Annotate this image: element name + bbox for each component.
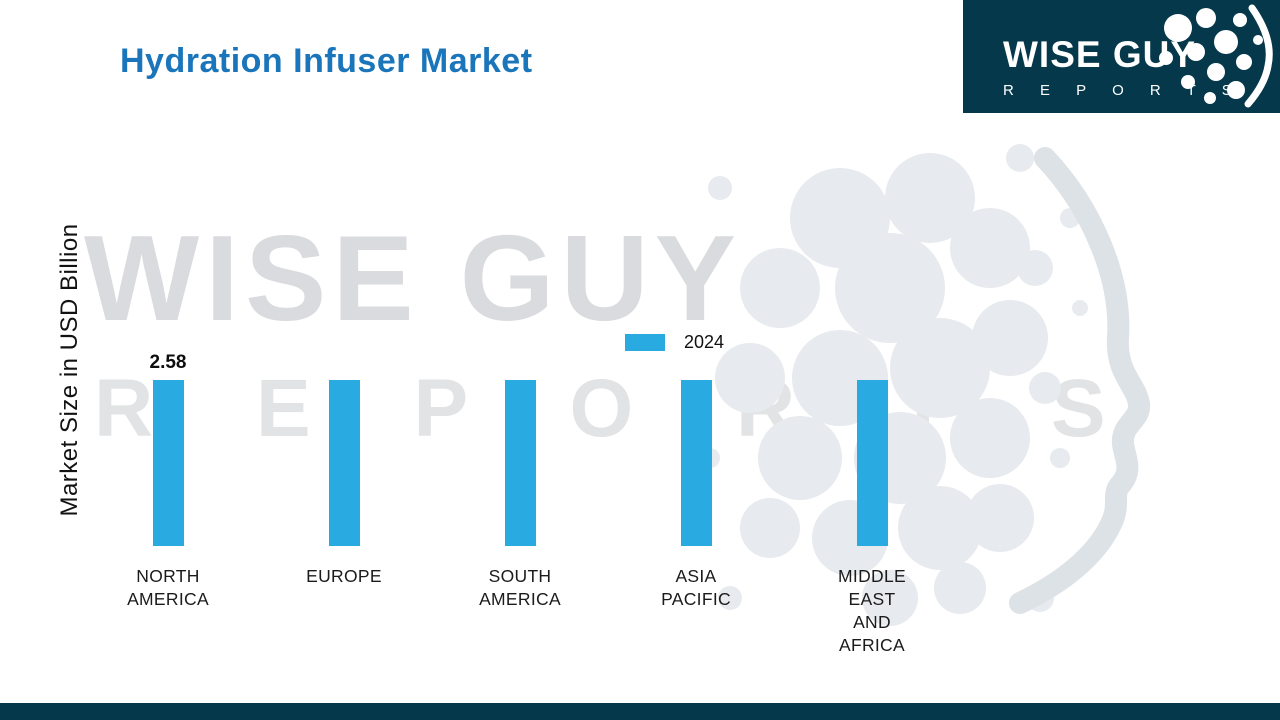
category-label: MIDDLE EAST AND AFRICA [838,566,906,655]
bar [680,380,712,546]
page-title: Hydration Infuser Market [120,42,533,80]
footer-bar [0,703,1280,720]
bar-column: ASIA PACIFIC [608,352,784,657]
logo-head-icon [1159,4,1273,108]
bar-value-label: 2.58 [149,352,187,373]
legend-swatch [625,334,665,351]
bar-area [152,378,184,546]
bar-column: MIDDLE EAST AND AFRICA [784,352,960,657]
category-label: SOUTH AMERICA [479,566,561,609]
bar-chart: 2.58 NORTH AMERICA EUROPE SOUTH AMERICA ASIA… [80,352,960,657]
bar-area [856,378,888,546]
bar [504,380,536,546]
legend: 2024 [625,332,724,353]
logo-panel: WISE GUY R E P O R T S [963,0,1280,113]
watermark-line1: WISE GUY [84,210,743,346]
category-label: NORTH AMERICA [127,566,209,609]
logo-subtitle: R E P O R T S [1003,82,1243,99]
bar-area [328,378,360,546]
bar-column: EUROPE [256,352,432,657]
bar [152,380,184,546]
y-axis-label: Market Size in USD Billion [56,223,83,517]
bar [856,380,888,546]
bar-column: 2.58 NORTH AMERICA [80,352,256,657]
category-label: ASIA PACIFIC [661,566,731,609]
bar-area [680,378,712,546]
bar-area [504,378,536,546]
bar-column: SOUTH AMERICA [432,352,608,657]
legend-label: 2024 [684,332,725,352]
bar [328,380,360,546]
category-label: EUROPE [306,566,382,586]
